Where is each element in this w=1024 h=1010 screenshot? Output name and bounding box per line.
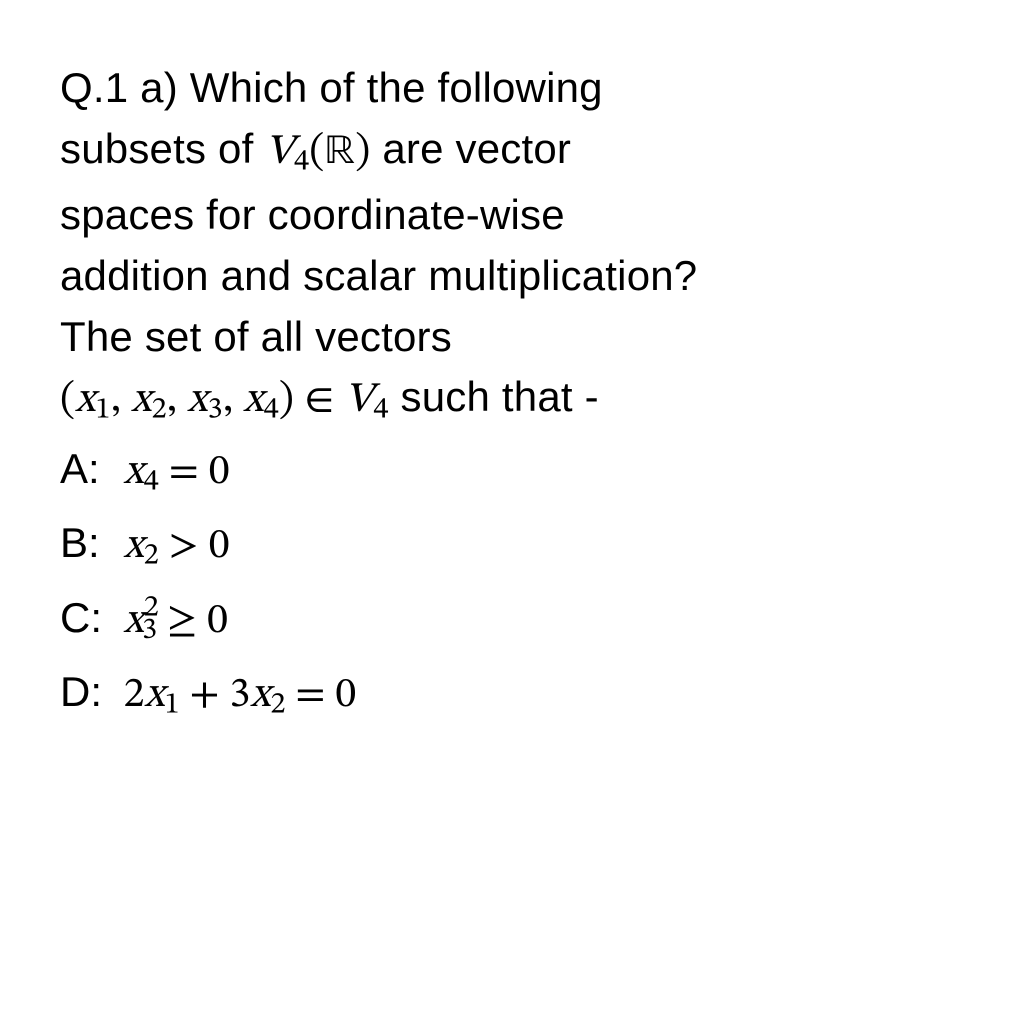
sym-V: V xyxy=(265,131,294,173)
d-coef1: 2 xyxy=(124,674,145,716)
c-op: ≥ xyxy=(157,600,207,642)
tuple-open: ( xyxy=(60,379,75,421)
option-a-label: A: xyxy=(60,436,112,501)
d-rhs: 0 xyxy=(335,674,356,716)
subsets-of-text: subsets of xyxy=(60,125,265,172)
c-var: x xyxy=(124,600,144,642)
vector-tuple: (x1, x2, x3, x4) ∈ V4 xyxy=(60,379,389,421)
a-rhs: 0 xyxy=(209,451,230,493)
b-sub: 2 xyxy=(144,542,159,572)
question-line-5: The set of all vectors xyxy=(60,309,984,366)
tuple-sep2: , xyxy=(167,379,188,421)
paren-open: ( xyxy=(309,131,324,173)
tuple-in: ∈ xyxy=(294,379,345,421)
tuple-sep1: , xyxy=(111,379,132,421)
d-plus: + xyxy=(180,674,230,716)
tuple-V: V xyxy=(345,379,374,421)
b-op: > xyxy=(159,525,209,567)
tuple-s1: 1 xyxy=(96,396,111,426)
option-b-expr: x2 > 0 xyxy=(124,525,230,567)
paren-close: ) xyxy=(355,131,370,173)
question-prefix: Q.1 a) xyxy=(60,64,190,111)
d-var2: x xyxy=(250,674,270,716)
q-text-4: addition and scalar multiplication? xyxy=(60,252,697,299)
b-var: x xyxy=(124,525,144,567)
option-d-expr: 2x1 + 3x2 = 0 xyxy=(124,674,357,716)
q-text-1: Which of the following xyxy=(190,64,603,111)
d-var1: x xyxy=(144,674,164,716)
a-var: x xyxy=(124,451,144,493)
tuple-x1: x xyxy=(75,379,95,421)
option-c: C: x23 ≥ 0 xyxy=(60,585,984,656)
field-R: ℝ xyxy=(324,131,355,173)
question-line-1: Q.1 a) Which of the following xyxy=(60,60,984,117)
c-sub: 3 xyxy=(142,616,157,646)
question-line-3: spaces for coordinate-wise xyxy=(60,187,984,244)
d-op: = xyxy=(285,674,335,716)
q-text-5: The set of all vectors xyxy=(60,313,452,360)
q-text-2: are vector xyxy=(382,125,571,172)
c-rhs: 0 xyxy=(207,600,228,642)
option-d: D: 2x1 + 3x2 = 0 xyxy=(60,659,984,730)
q-text-6: such that - xyxy=(401,373,599,420)
q-text-3: spaces for coordinate-wise xyxy=(60,191,565,238)
question-line-4: addition and scalar multiplication? xyxy=(60,248,984,305)
option-d-label: D: xyxy=(60,659,112,724)
tuple-s4: 4 xyxy=(264,396,279,426)
option-c-expr: x23 ≥ 0 xyxy=(124,600,228,642)
tuple-s2: 2 xyxy=(152,396,167,426)
a-op: = xyxy=(159,451,209,493)
tuple-close: ) xyxy=(279,379,294,421)
question-line-6: (x1, x2, x3, x4) ∈ V4 such that - xyxy=(60,369,984,431)
tuple-x2: x xyxy=(131,379,151,421)
question-page: Q.1 a) Which of the following subsets of… xyxy=(0,0,1024,770)
option-b-label: B: xyxy=(60,510,112,575)
sym-V-sub: 4 xyxy=(294,147,309,177)
question-line-2: subsets of V4(ℝ) are vector xyxy=(60,121,984,183)
option-a: A: x4 = 0 xyxy=(60,436,984,507)
tuple-s3: 3 xyxy=(208,396,223,426)
tuple-sep3: , xyxy=(223,379,244,421)
tuple-Vsub: 4 xyxy=(373,396,388,426)
d-coef2: 3 xyxy=(230,674,251,716)
space-V: V4 xyxy=(265,131,309,173)
b-rhs: 0 xyxy=(209,525,230,567)
option-a-expr: x4 = 0 xyxy=(124,451,230,493)
option-b: B: x2 > 0 xyxy=(60,510,984,581)
a-sub: 4 xyxy=(144,467,159,497)
tuple-x4: x xyxy=(243,379,263,421)
tuple-x3: x xyxy=(187,379,207,421)
option-c-label: C: xyxy=(60,585,112,650)
d-sub1: 1 xyxy=(165,691,180,721)
d-sub2: 2 xyxy=(270,691,285,721)
